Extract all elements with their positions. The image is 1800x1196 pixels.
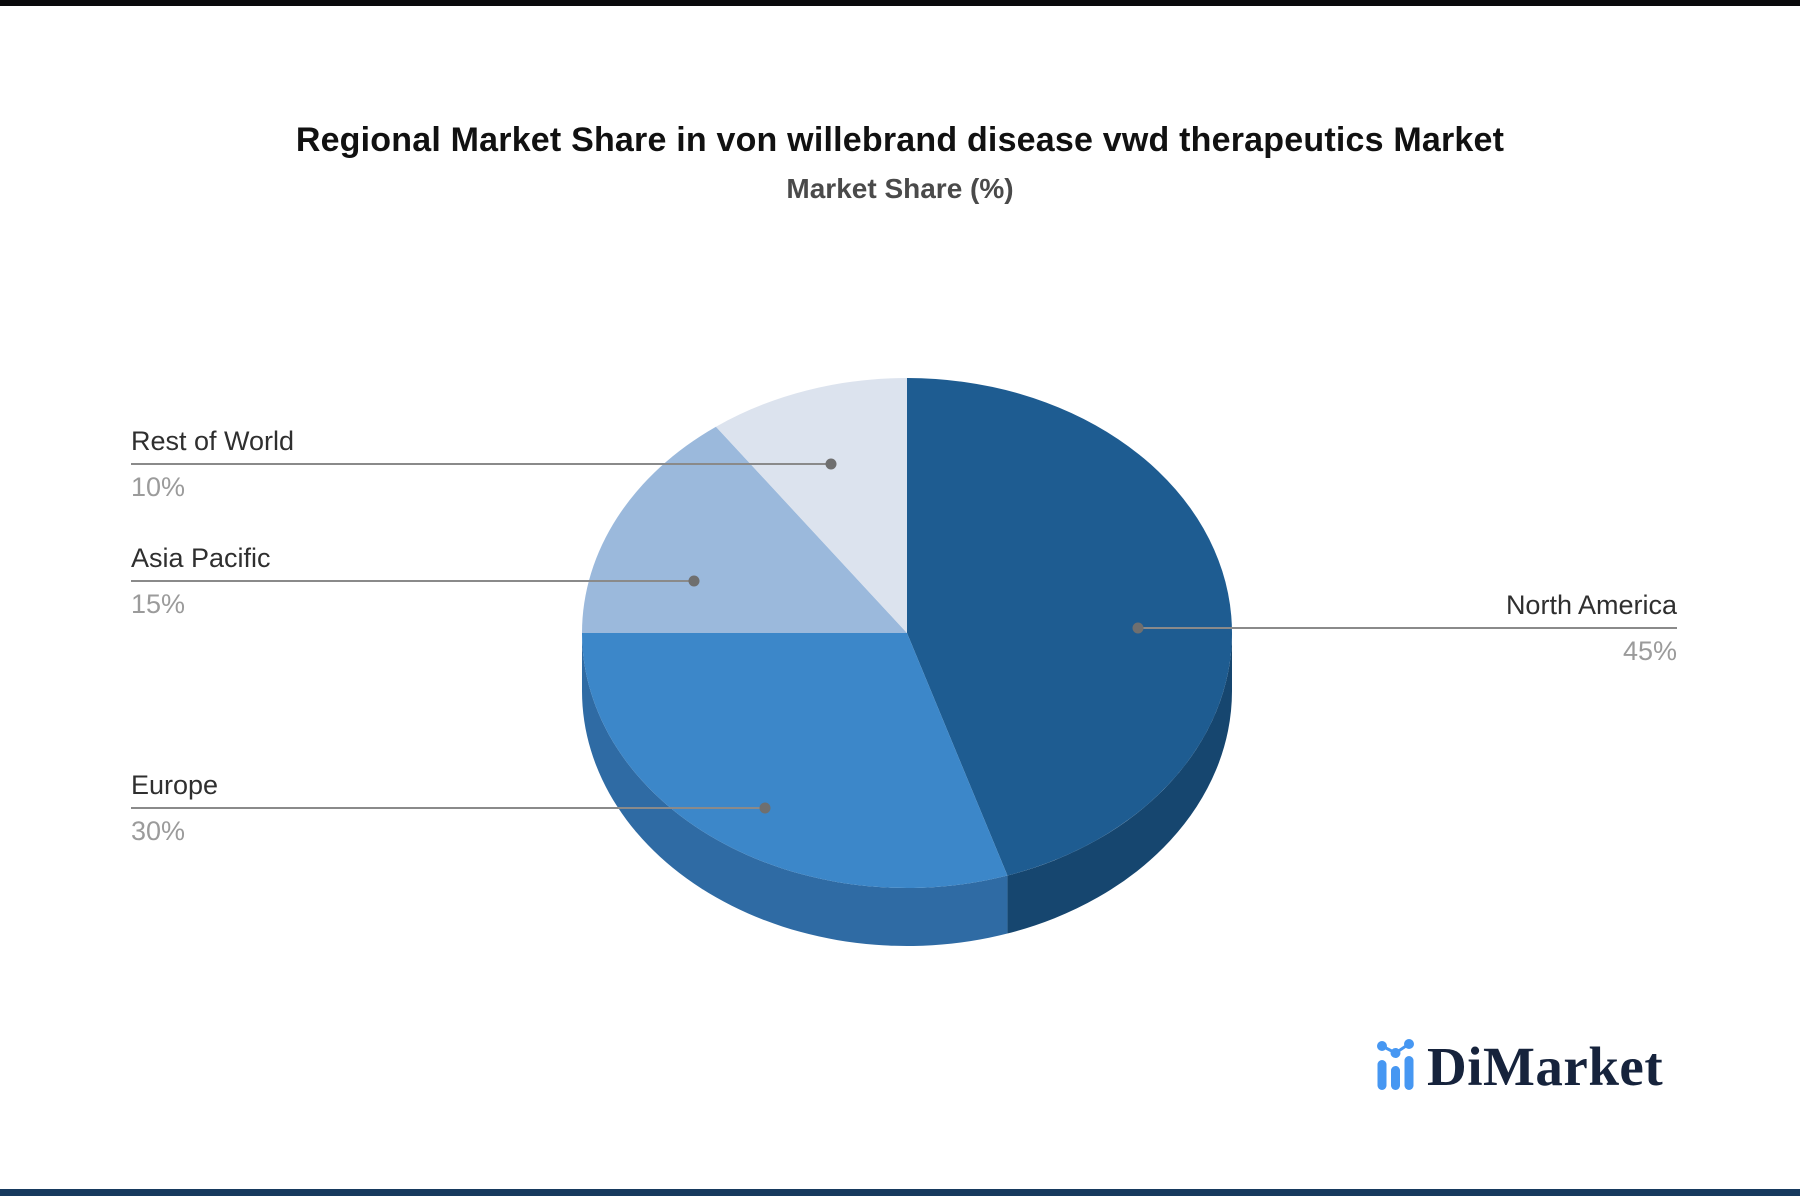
bar-chart-trend-icon bbox=[1377, 1039, 1414, 1090]
brand-logo: DiMarket bbox=[1376, 1034, 1663, 1094]
slice-label: North America bbox=[1505, 590, 1677, 620]
bottom-border-strip bbox=[0, 1189, 1800, 1196]
slice-label: Rest of World bbox=[131, 426, 295, 456]
callout-north-america: North America 45% bbox=[1506, 588, 1677, 668]
chart-title: Regional Market Share in von willebrand … bbox=[295, 121, 1505, 159]
callout-rest-of-world: Rest of World 10% bbox=[131, 424, 294, 504]
top-border-strip bbox=[0, 0, 1800, 6]
slice-label: Europe bbox=[131, 770, 219, 800]
brand-logo-text: DiMarket bbox=[1427, 1036, 1664, 1097]
callout-europe: Europe 30% bbox=[131, 768, 218, 848]
callout-asia-pacific: Asia Pacific 15% bbox=[131, 541, 271, 621]
slice-value: 45% bbox=[1622, 636, 1677, 666]
slice-label: Asia Pacific bbox=[131, 543, 271, 573]
chart-subtitle: Market Share (%) bbox=[786, 173, 1014, 204]
title-block: Regional Market Share in von willebrand … bbox=[0, 118, 1800, 208]
slice-value: 30% bbox=[131, 816, 186, 846]
slice-value: 10% bbox=[131, 472, 186, 502]
slice-value: 15% bbox=[131, 589, 186, 619]
